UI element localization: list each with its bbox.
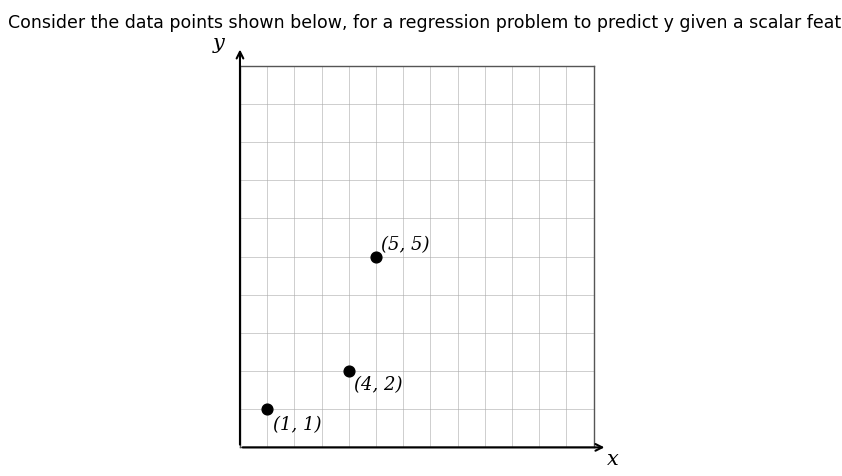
Text: (1, 1): (1, 1) xyxy=(273,415,321,433)
Text: (4, 2): (4, 2) xyxy=(354,375,402,393)
Text: (5, 5): (5, 5) xyxy=(381,235,430,253)
Text: Consider the data points shown below, for a regression problem to predict y give: Consider the data points shown below, fo… xyxy=(8,14,842,32)
Point xyxy=(260,406,274,413)
Point xyxy=(342,367,355,375)
Text: x: x xyxy=(607,449,619,468)
Point xyxy=(370,253,383,261)
Text: y: y xyxy=(212,34,224,53)
